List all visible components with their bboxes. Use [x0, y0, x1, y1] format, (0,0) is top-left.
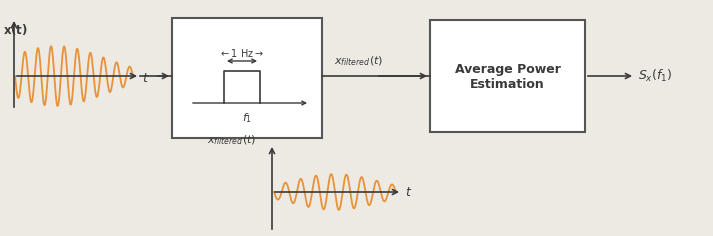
Bar — [172, 18, 322, 138]
Text: $\leftarrow$1 Hz$\rightarrow$: $\leftarrow$1 Hz$\rightarrow$ — [220, 47, 265, 59]
Text: Average Power: Average Power — [455, 63, 560, 76]
Text: $f_1$: $f_1$ — [242, 111, 252, 125]
Text: $t$: $t$ — [405, 185, 412, 198]
Text: $x_{filtered}(t)$: $x_{filtered}(t)$ — [334, 55, 383, 68]
Text: $\mathbf{x(t)}$: $\mathbf{x(t)}$ — [3, 22, 28, 37]
Text: $x_{filtered}(t)$: $x_{filtered}(t)$ — [207, 133, 256, 147]
Bar — [430, 20, 585, 132]
Text: Estimation: Estimation — [470, 77, 545, 90]
Text: $S_x(f_1)$: $S_x(f_1)$ — [638, 68, 672, 84]
Text: $t$: $t$ — [142, 72, 149, 84]
